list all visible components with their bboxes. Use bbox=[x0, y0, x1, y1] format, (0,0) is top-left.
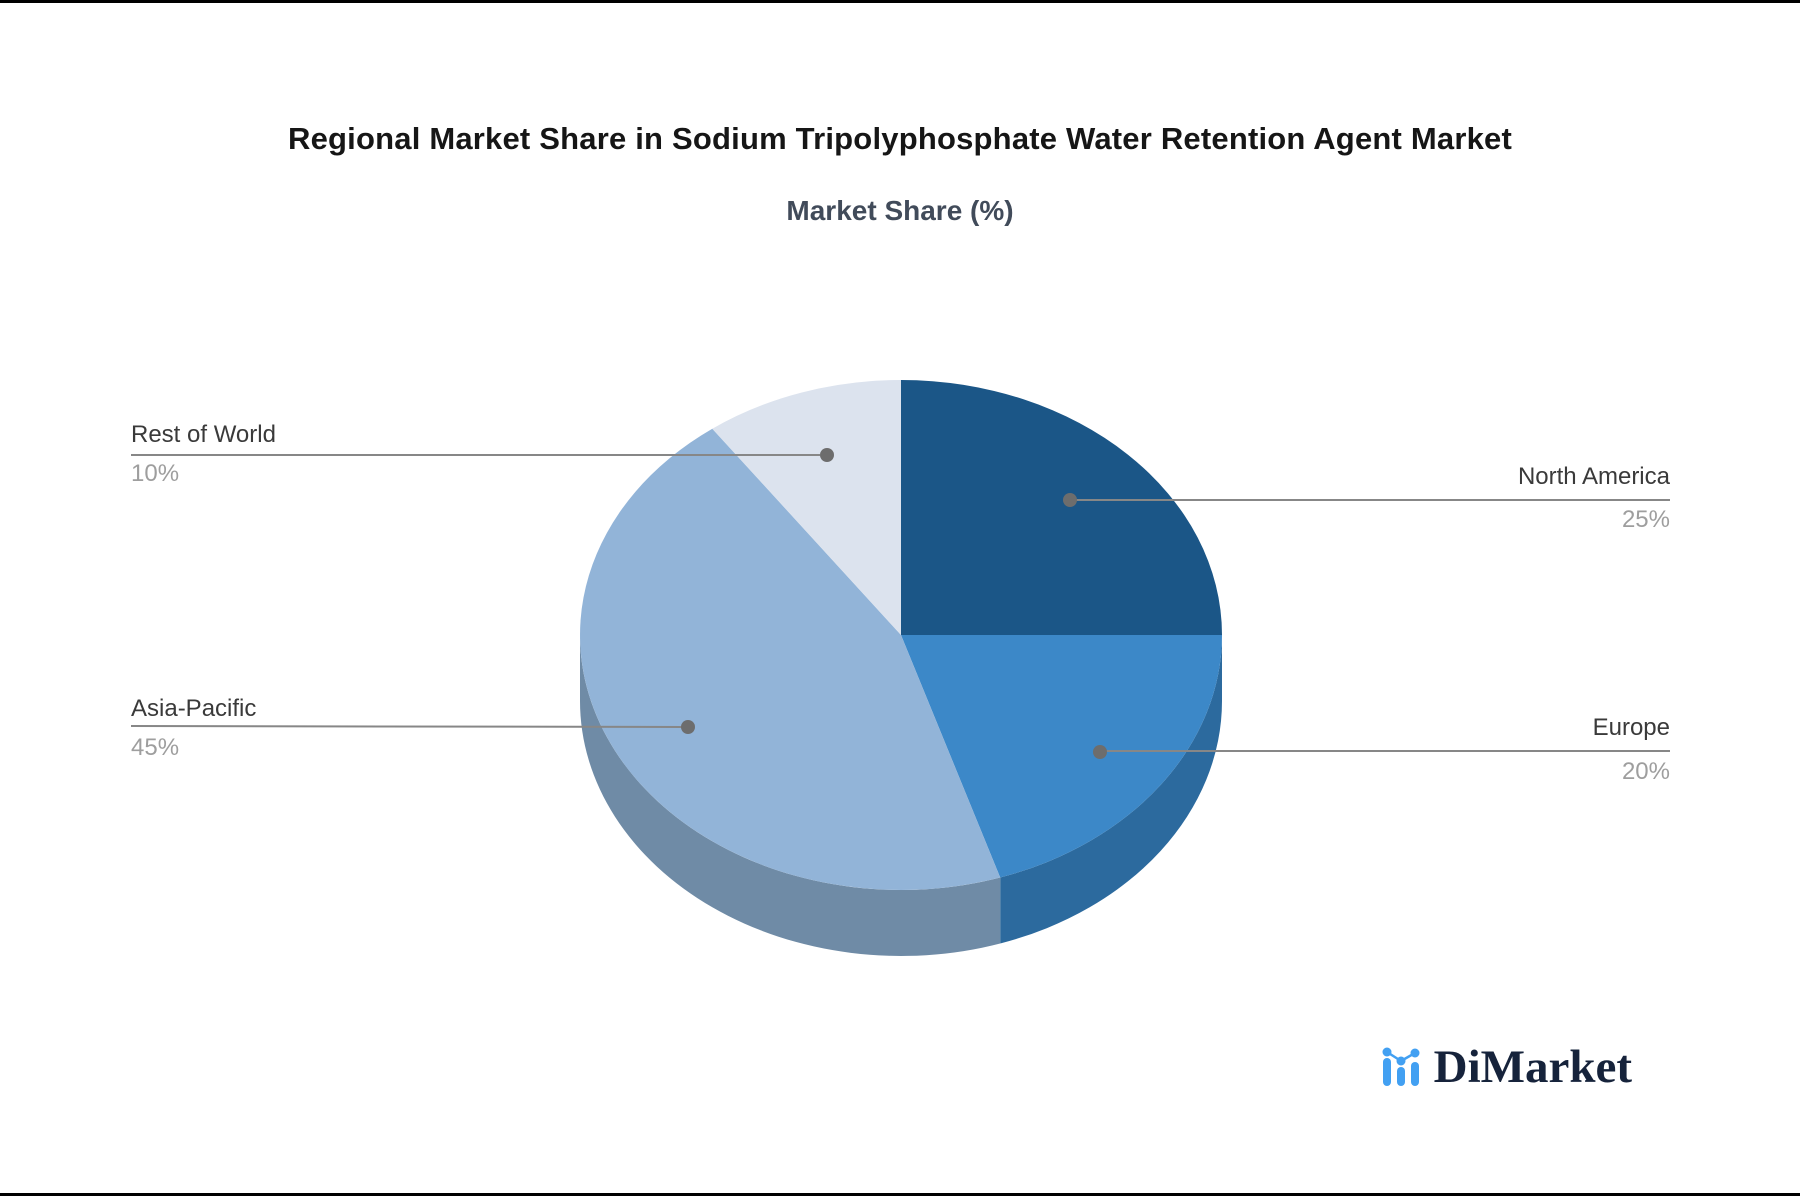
brand-logo: DiMarket bbox=[1381, 1040, 1632, 1093]
pie-depth-europe bbox=[1000, 635, 1222, 944]
bar-chart-with-trendline-icon bbox=[1382, 1047, 1420, 1086]
chart-subtitle: Market Share (%) bbox=[786, 195, 1014, 226]
leader-line-asia-pacific bbox=[130, 725, 683, 728]
slice-europe bbox=[901, 635, 1222, 878]
label-asia-pacific: Asia-Pacific bbox=[131, 695, 257, 722]
pie-depth-asia-pacific bbox=[580, 635, 1001, 956]
leader-dot-north-america bbox=[1063, 493, 1077, 507]
slice-asia-pacific bbox=[580, 428, 1001, 890]
value-asia-pacific: 45% bbox=[131, 734, 180, 761]
value-rest-of-world: 10% bbox=[131, 460, 180, 487]
label-north-america: North America bbox=[1517, 463, 1670, 490]
leader-dot-rest-of-world bbox=[820, 448, 834, 462]
value-north-america: 25% bbox=[1621, 506, 1670, 533]
leader-dot-asia-pacific bbox=[681, 720, 695, 734]
label-europe: Europe bbox=[1592, 714, 1670, 741]
pie-chart bbox=[130, 380, 1670, 956]
slice-north-america bbox=[901, 380, 1222, 635]
value-europe: 20% bbox=[1621, 758, 1670, 785]
leader-dot-europe bbox=[1093, 745, 1107, 759]
slice-rest-of-world bbox=[712, 380, 901, 635]
page-title: Regional Market Share in Sodium Tripolyp… bbox=[288, 121, 1512, 156]
label-rest-of-world: Rest of World bbox=[131, 421, 276, 448]
brand-name: DiMarket bbox=[1433, 1040, 1632, 1093]
